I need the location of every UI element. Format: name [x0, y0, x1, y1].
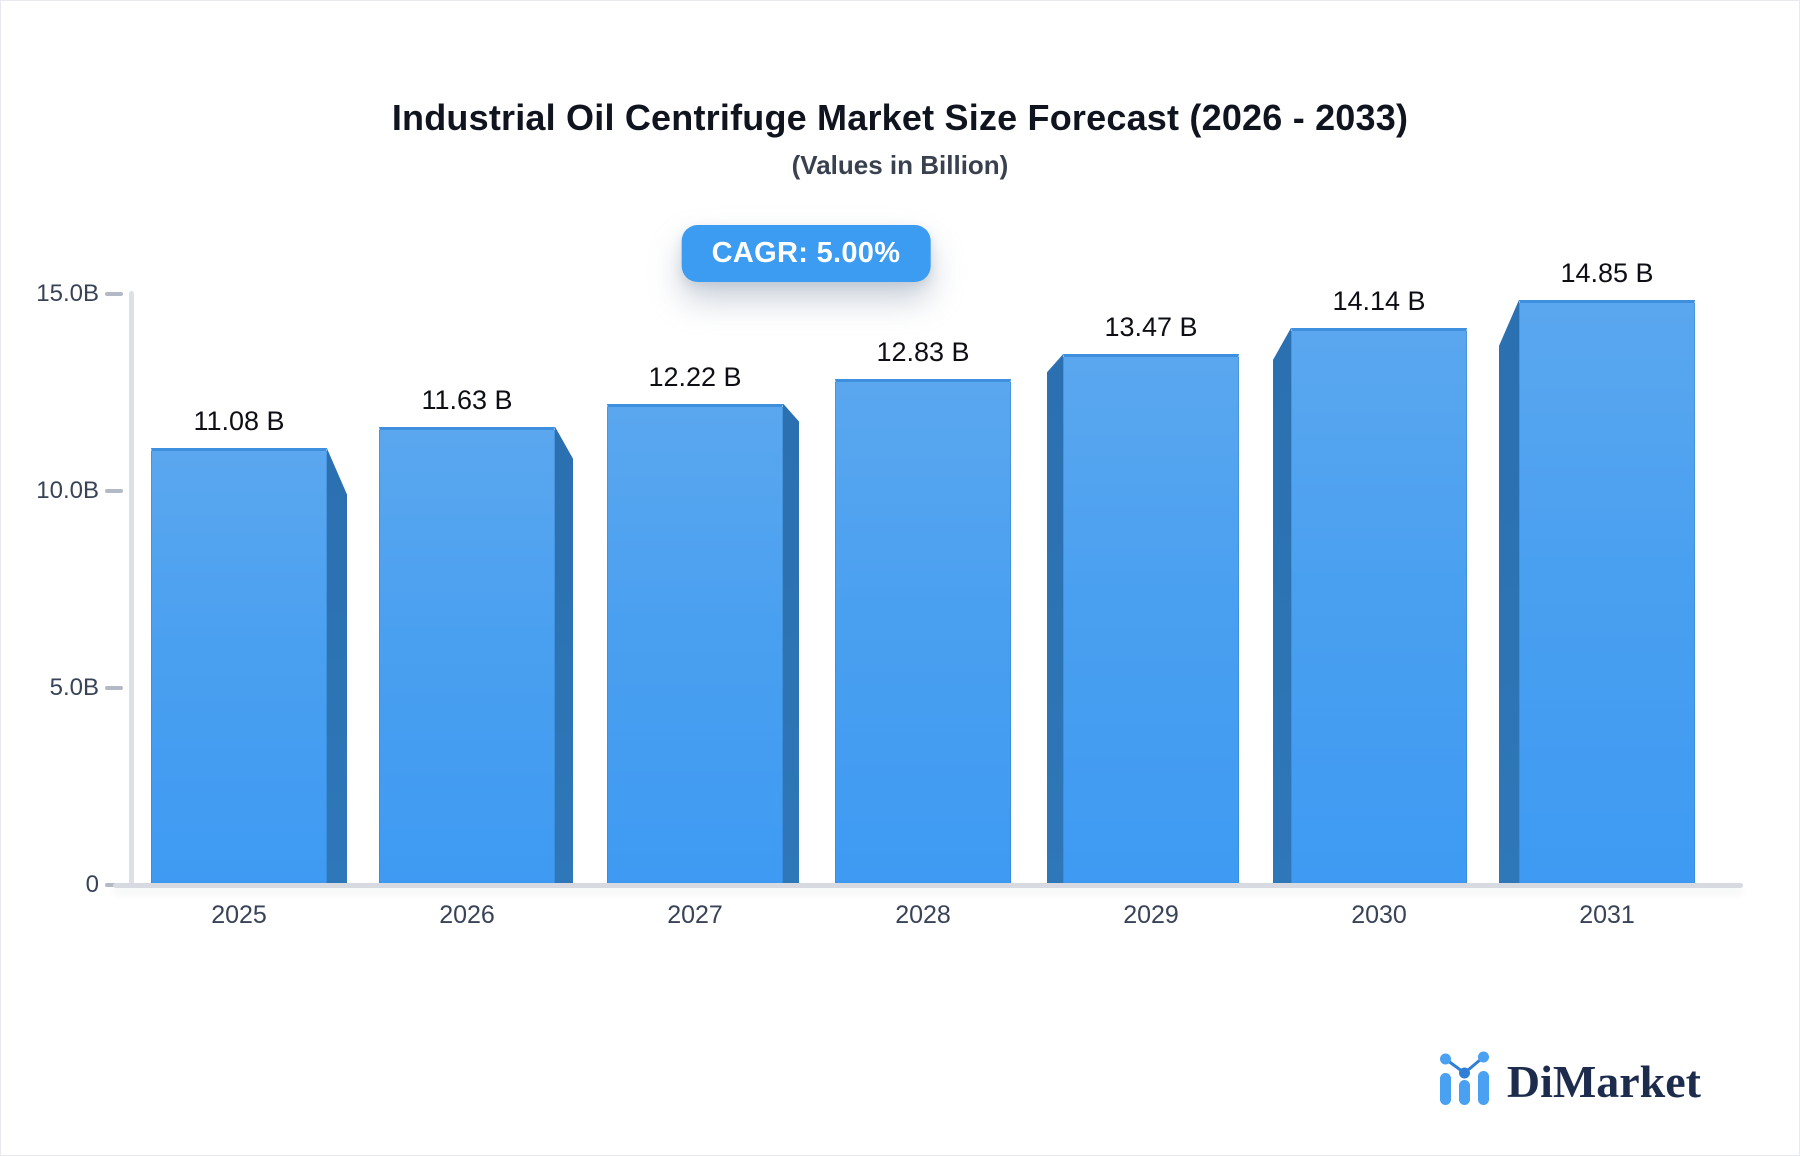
- bar-side-face: [327, 448, 347, 885]
- bar-face: [607, 403, 783, 885]
- x-axis-label: 2026: [439, 901, 495, 929]
- bar-face: [1519, 299, 1695, 885]
- chart-title: Industrial Oil Centrifuge Market Size Fo…: [391, 97, 1409, 138]
- x-axis-label: 2025: [211, 901, 267, 929]
- y-tick-dash: [105, 489, 123, 493]
- bar-value-label: 13.47 B: [1104, 312, 1198, 343]
- bar-face: [1291, 327, 1467, 885]
- x-axis-label: 2031: [1579, 901, 1635, 929]
- x-axis-label: 2027: [667, 901, 723, 929]
- x-axis-label: 2028: [895, 901, 951, 929]
- bar-face: [151, 448, 327, 885]
- cagr-badge: CAGR: 5.00%: [681, 225, 931, 282]
- y-tick-dash: [105, 292, 123, 296]
- bar-value-label: 14.85 B: [1560, 257, 1654, 288]
- chart-subtitle: (Values in Billion): [791, 150, 1009, 180]
- bar-2029[interactable]: [1047, 354, 1239, 885]
- bar-value-label: 11.63 B: [421, 384, 513, 415]
- y-tick-label: 15.0B: [36, 280, 99, 307]
- y-axis-line: [129, 291, 134, 887]
- bar-2027[interactable]: [607, 403, 799, 885]
- bar-value-label: 11.08 B: [193, 406, 285, 437]
- bar-side-face: [783, 403, 799, 885]
- brand-name: DiMarket: [1506, 1056, 1701, 1107]
- bar-side-face: [555, 426, 573, 885]
- brand-logo: DiMarket: [1437, 1047, 1701, 1105]
- y-tick-label: 5.0B: [49, 674, 99, 701]
- bar-value-label: 12.83 B: [876, 337, 970, 368]
- bar-side-face: [1499, 299, 1519, 885]
- bar-2025[interactable]: [151, 448, 347, 885]
- bar-value-label: 12.22 B: [648, 361, 742, 392]
- bar-face: [379, 426, 555, 885]
- mini-bar-chart-with-dots-icon: [1439, 1051, 1489, 1105]
- y-tick-dash: [105, 686, 123, 690]
- bar-2026[interactable]: [379, 426, 573, 885]
- bar-side-face: [1273, 327, 1291, 885]
- bar-2030[interactable]: [1273, 327, 1467, 885]
- bar-2028[interactable]: [835, 379, 1011, 885]
- x-axis-label: 2030: [1351, 901, 1407, 929]
- bar-value-label: 14.14 B: [1332, 285, 1426, 316]
- bar-2031[interactable]: [1499, 299, 1695, 885]
- bar-face: [835, 379, 1011, 885]
- y-tick-label: 0: [85, 871, 99, 898]
- y-tick-label: 10.0B: [36, 477, 99, 504]
- bar-side-face: [1047, 354, 1063, 885]
- bar-face: [1063, 354, 1239, 885]
- x-axis-baseline: [113, 883, 1743, 888]
- x-axis-label: 2029: [1123, 901, 1179, 929]
